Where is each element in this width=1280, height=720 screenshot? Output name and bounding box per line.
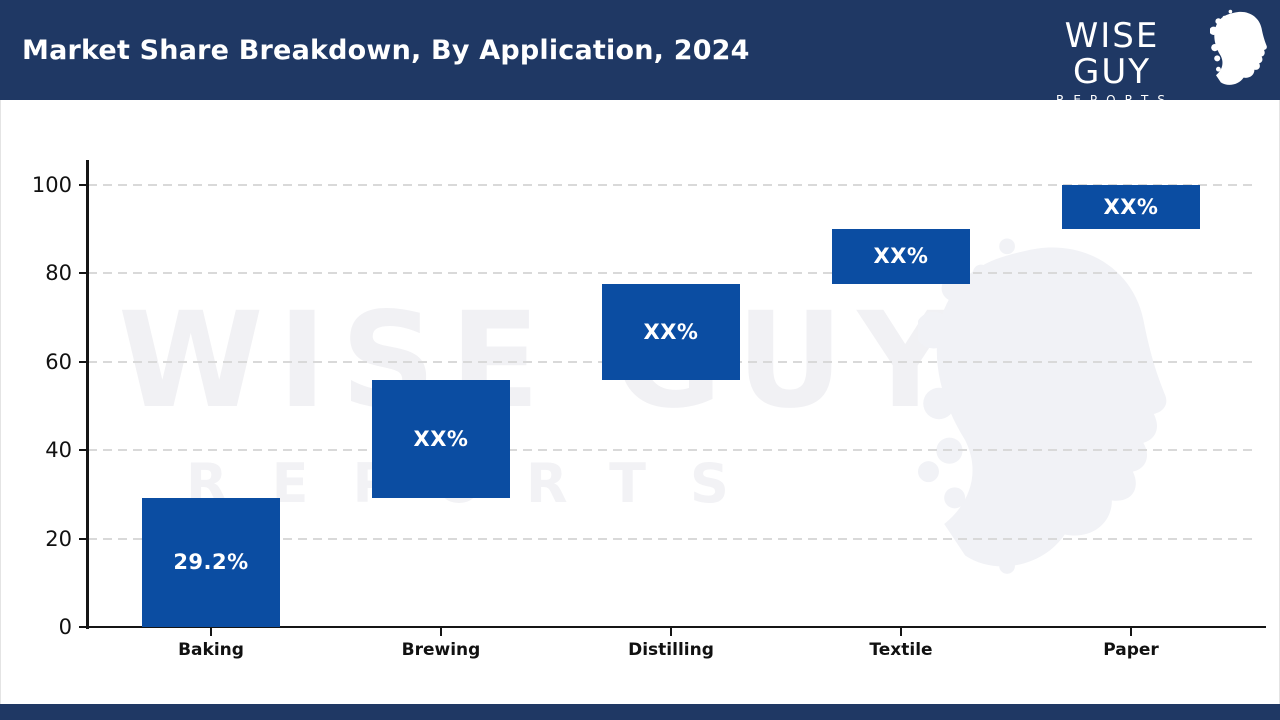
bar-value-label-distilling: XX% [643, 319, 699, 344]
logo-head-icon [1210, 9, 1267, 85]
bar-distilling: XX% [602, 283, 740, 380]
y-tick-label-40: 40 [45, 438, 72, 462]
y-tick-label-80: 80 [45, 261, 72, 285]
logo-text: WISE GUY REPORTS [1020, 18, 1204, 107]
x-tick-label-baking: Baking [178, 640, 244, 660]
y-tick-20 [79, 537, 88, 540]
footer-bar [0, 704, 1280, 720]
bar-paper: XX% [1062, 185, 1200, 230]
watermark-head-icon [918, 238, 1167, 574]
x-tick-paper [1130, 628, 1132, 636]
x-tick-baking [210, 628, 212, 636]
x-tick-textile [900, 628, 902, 636]
gridline-20 [88, 537, 1254, 540]
x-tick-brewing [440, 628, 442, 636]
y-tick-100 [79, 183, 88, 186]
bar-value-label-brewing: XX% [413, 426, 469, 451]
y-tick-label-60: 60 [45, 349, 72, 374]
x-tick-label-paper: Paper [1103, 640, 1159, 660]
y-tick-0 [79, 626, 88, 628]
header-banner: Market Share Breakdown, By Application, … [0, 0, 1280, 107]
y-tick-label-0: 0 [58, 615, 72, 639]
x-axis-line [86, 625, 1266, 628]
x-tick-distilling [670, 628, 672, 636]
y-tick-80 [79, 272, 88, 274]
gridline-100 [88, 183, 1254, 186]
bar-brewing: XX% [372, 379, 510, 498]
y-axis-line [86, 160, 89, 629]
gridline-40 [88, 449, 1254, 451]
bar-baking: 29.2% [142, 497, 280, 627]
bar-value-label-textile: XX% [873, 244, 929, 269]
y-tick-40 [79, 449, 88, 451]
wise-guy-logo: WISE GUY REPORTS [1020, 6, 1270, 107]
page-border-left [0, 0, 1, 720]
logo-wise-guy-text: WISE GUY [1064, 16, 1160, 92]
y-tick-label-20: 20 [45, 526, 72, 551]
bar-textile: XX% [832, 229, 970, 284]
gridline-80 [88, 272, 1254, 274]
bar-value-label-baking: 29.2% [173, 550, 249, 575]
bar-value-label-paper: XX% [1103, 195, 1159, 220]
y-tick-60 [79, 360, 88, 363]
logo-reports-text: REPORTS [1055, 93, 1174, 107]
chart-title: Market Share Breakdown, By Application, … [22, 34, 750, 66]
x-tick-label-distilling: Distilling [628, 640, 714, 660]
x-tick-label-brewing: Brewing [401, 640, 481, 660]
y-tick-label-100: 100 [31, 172, 72, 197]
x-tick-label-textile: Textile [869, 640, 933, 660]
